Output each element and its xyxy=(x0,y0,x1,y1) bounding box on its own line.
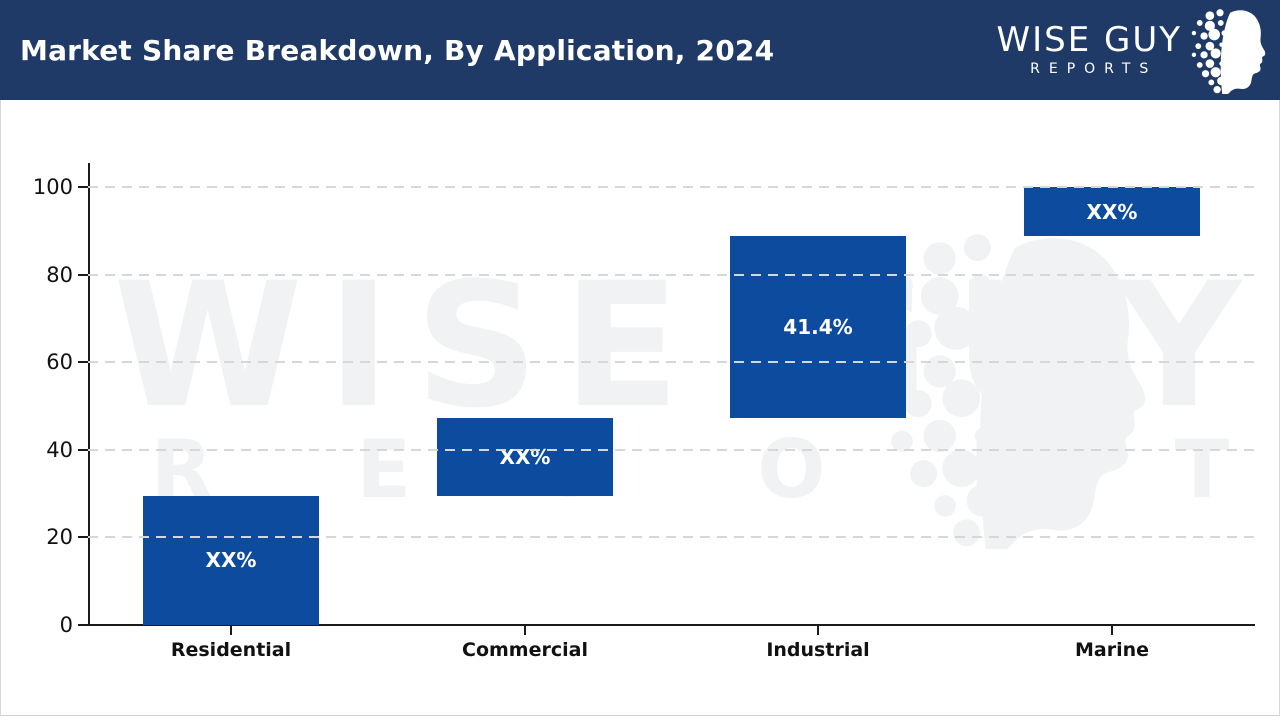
x-tick-mark xyxy=(524,626,526,635)
x-category-label-marine: Marine xyxy=(1074,639,1150,661)
page-title: Market Share Breakdown, By Application, … xyxy=(20,33,775,67)
x-category-label-industrial: Industrial xyxy=(766,639,870,661)
gridline-20 xyxy=(88,536,1255,539)
x-category-label-residential: Residential xyxy=(170,639,292,661)
y-tick-mark xyxy=(78,361,88,364)
y-tick-label: 20 xyxy=(46,525,73,550)
gridline-80 xyxy=(88,273,1255,276)
y-tick-mark xyxy=(78,186,88,188)
gridline-40 xyxy=(88,448,1255,451)
bar-value-label: XX% xyxy=(499,444,551,469)
bar-value-label: XX% xyxy=(1086,199,1138,224)
logo-brand-name: WISE GUY xyxy=(996,20,1182,61)
y-tick-mark xyxy=(78,624,88,626)
gridline-60 xyxy=(88,361,1255,364)
bar-marine: XX% xyxy=(1024,187,1200,237)
y-tick-label: 100 xyxy=(32,175,73,199)
wiseguy-logo-text: WISE GUY REPORTS xyxy=(996,20,1182,77)
chart-canvas: WISE GUY R E P O R T S 020406080100XX%XX… xyxy=(0,100,1280,716)
x-axis-line xyxy=(88,624,1255,626)
y-tick-label: 0 xyxy=(59,613,73,637)
gridline-100 xyxy=(88,186,1255,188)
bar-commercial: XX% xyxy=(437,417,613,496)
y-tick-mark xyxy=(78,448,88,451)
x-tick-mark xyxy=(817,626,819,635)
y-tick-label: 80 xyxy=(46,262,73,287)
y-tick-label: 40 xyxy=(46,437,73,462)
y-tick-label: 60 xyxy=(46,350,73,375)
x-category-label-commercial: Commercial xyxy=(462,639,588,661)
y-tick-mark xyxy=(78,536,88,539)
wiseguy-logo: WISE GUY REPORTS xyxy=(996,7,1280,94)
bar-value-label: 41.4% xyxy=(783,315,853,340)
header: Market Share Breakdown, By Application, … xyxy=(0,0,1280,100)
logo-brand-sub: REPORTS xyxy=(1030,60,1158,77)
x-tick-mark xyxy=(1111,626,1113,635)
bar-value-label: XX% xyxy=(205,548,257,573)
y-tick-mark xyxy=(78,273,88,276)
x-tick-mark xyxy=(230,626,232,635)
y-axis-line xyxy=(88,163,90,626)
bar-industrial: 41.4% xyxy=(730,236,906,418)
bar-residential: XX% xyxy=(143,495,319,625)
